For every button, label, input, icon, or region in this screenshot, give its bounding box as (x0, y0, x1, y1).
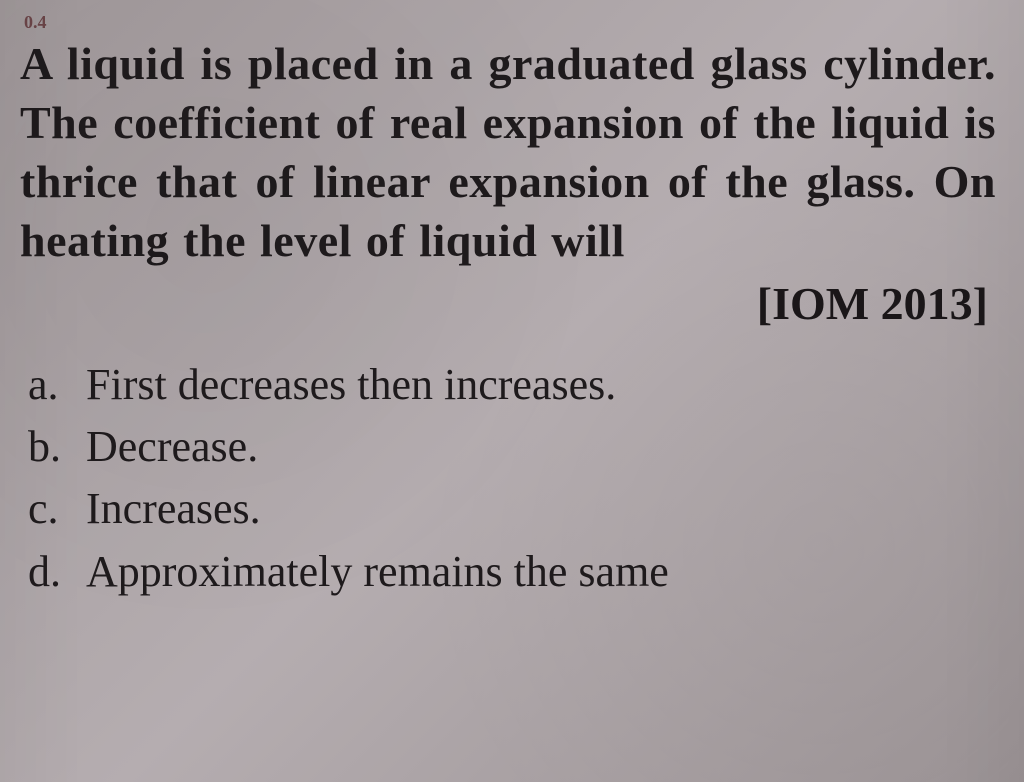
option-letter: c. (28, 478, 86, 540)
option-text: Approximately remains the same (86, 541, 996, 603)
option-letter: d. (28, 541, 86, 603)
options-list: a. First decreases then increases. b. De… (20, 354, 996, 604)
option-letter: a. (28, 354, 86, 416)
option-text: Increases. (86, 478, 996, 540)
page-container: 0.4 A liquid is placed in a graduated gl… (20, 12, 996, 770)
option-letter: b. (28, 416, 86, 478)
option-c: c. Increases. (28, 478, 996, 540)
option-a: a. First decreases then increases. (28, 354, 996, 416)
option-text: First decreases then increases. (86, 354, 996, 416)
source-tag: [IOM 2013] (20, 277, 996, 330)
margin-mark: 0.4 (24, 12, 996, 33)
option-d: d. Approximately remains the same (28, 541, 996, 603)
option-text: Decrease. (86, 416, 996, 478)
question-text: A liquid is placed in a graduated glass … (20, 35, 996, 271)
option-b: b. Decrease. (28, 416, 996, 478)
